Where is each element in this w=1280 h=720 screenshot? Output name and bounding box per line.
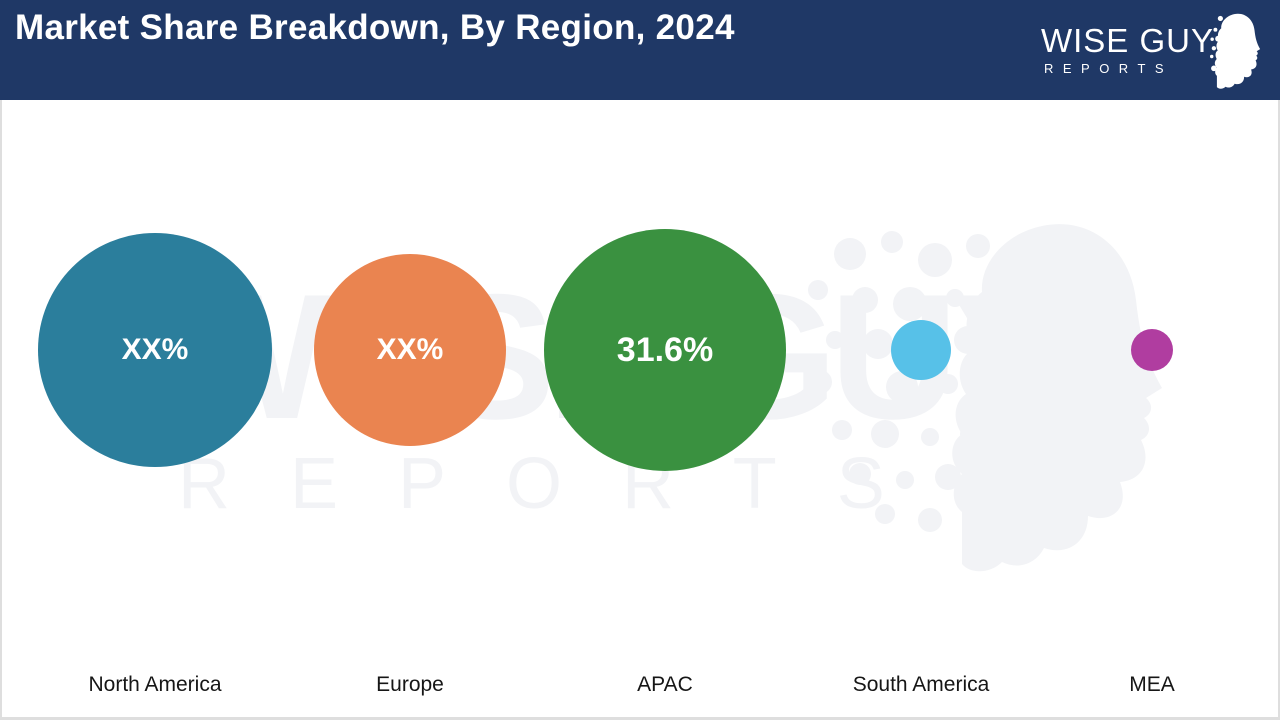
logo-head-icon <box>1210 13 1261 89</box>
region-label: MEA <box>1129 673 1175 696</box>
watermark-text-secondary: REPORTS <box>178 444 945 524</box>
bubble-value: XX% <box>121 333 189 366</box>
region-label: Europe <box>376 673 444 696</box>
brand-subtitle: REPORTS <box>1043 60 1174 76</box>
bubble: XX% <box>314 254 506 446</box>
header: Market Share Breakdown, By Region, 2024 … <box>0 0 1280 100</box>
page-title: Market Share Breakdown, By Region, 2024 <box>15 8 735 47</box>
region-label: APAC <box>637 673 693 696</box>
watermark-head-icon <box>808 224 1162 572</box>
brand-name: WISE GUY <box>1040 22 1214 60</box>
bubble <box>1131 329 1173 371</box>
region-label: South America <box>852 673 990 696</box>
brand-logo: WISE GUY REPORTS <box>1041 6 1264 94</box>
bubble <box>891 320 951 380</box>
bubble: 31.6% <box>544 229 786 471</box>
bubble-value: 31.6% <box>616 330 714 369</box>
bubble-value: XX% <box>376 333 444 366</box>
bubble: XX% <box>38 233 272 467</box>
region-label: North America <box>88 673 222 696</box>
